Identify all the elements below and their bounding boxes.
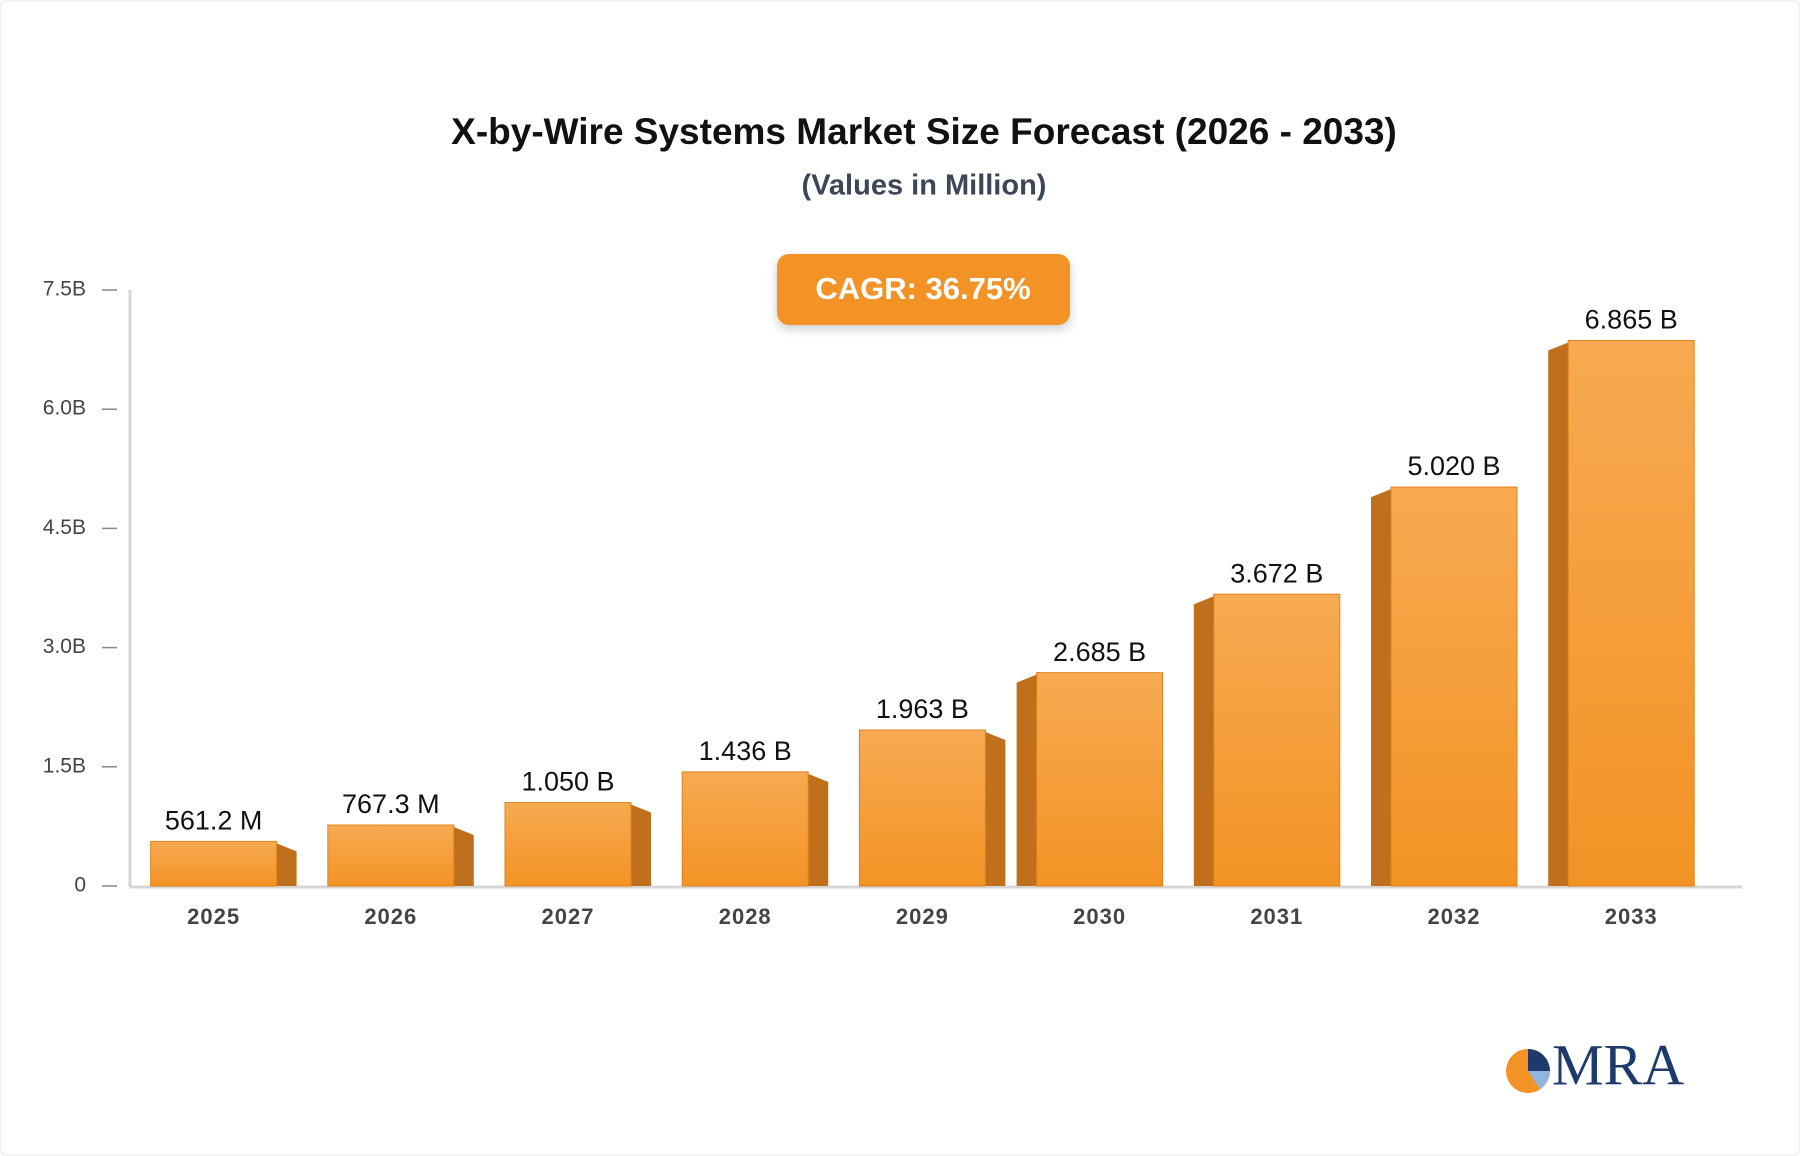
bar-side xyxy=(1548,342,1569,887)
logo-text: MRA xyxy=(1552,1032,1684,1097)
bar-side xyxy=(1016,674,1037,886)
bar-side xyxy=(631,804,651,886)
bar xyxy=(858,729,986,887)
x-tick-label: 2027 xyxy=(542,904,595,929)
x-tick-label: 2032 xyxy=(1428,904,1481,929)
x-tick-label: 2031 xyxy=(1250,904,1303,929)
value-label: 1.436 B xyxy=(699,736,792,766)
value-label: 2.685 B xyxy=(1053,637,1146,667)
cagr-text: CAGR: 36.75% xyxy=(815,271,1030,306)
bar-side xyxy=(1371,489,1391,886)
chart-title: X-by-Wire Systems Market Size Forecast (… xyxy=(451,111,1397,152)
bar xyxy=(1036,672,1164,887)
y-tick-label: 6.0B xyxy=(43,397,86,420)
value-label: 561.2 M xyxy=(165,806,263,836)
x-tick-label: 2029 xyxy=(896,904,949,929)
logo-slice xyxy=(1528,1049,1550,1071)
cagr-badge xyxy=(777,254,1070,325)
bar xyxy=(1567,339,1695,887)
x-tick-label: 2026 xyxy=(364,904,417,929)
x-tick-label: 2025 xyxy=(187,904,240,929)
y-tick-label: 3.0B xyxy=(43,635,86,658)
logo-slice xyxy=(1528,1071,1550,1089)
value-label: 1.963 B xyxy=(876,694,969,724)
bar xyxy=(681,771,809,887)
bar xyxy=(504,802,632,887)
bar xyxy=(327,824,455,887)
chart-subtitle: (Values in Million) xyxy=(802,170,1047,202)
logo: MRA xyxy=(1506,1032,1684,1097)
bar-side xyxy=(453,827,474,886)
y-tick-label: 1.5B xyxy=(43,754,86,777)
bar xyxy=(150,840,278,887)
value-label: 767.3 M xyxy=(342,789,440,819)
value-label: 6.865 B xyxy=(1585,305,1678,335)
bar-side xyxy=(1193,596,1214,886)
y-tick-label: 0 xyxy=(74,874,86,897)
bar-side xyxy=(985,732,1006,886)
x-tick-label: 2030 xyxy=(1073,904,1126,929)
y-tick-label: 4.5B xyxy=(43,516,86,539)
bar-side xyxy=(808,773,829,886)
bar xyxy=(1213,593,1341,887)
value-label: 5.020 B xyxy=(1407,451,1500,481)
value-label: 3.672 B xyxy=(1230,558,1323,588)
bar-side xyxy=(276,843,297,886)
x-tick-label: 2033 xyxy=(1605,904,1658,929)
x-tick-label: 2028 xyxy=(719,904,772,929)
value-label: 1.050 B xyxy=(521,767,614,797)
y-tick-label: 7.5B xyxy=(43,278,86,301)
bar xyxy=(1390,486,1518,887)
